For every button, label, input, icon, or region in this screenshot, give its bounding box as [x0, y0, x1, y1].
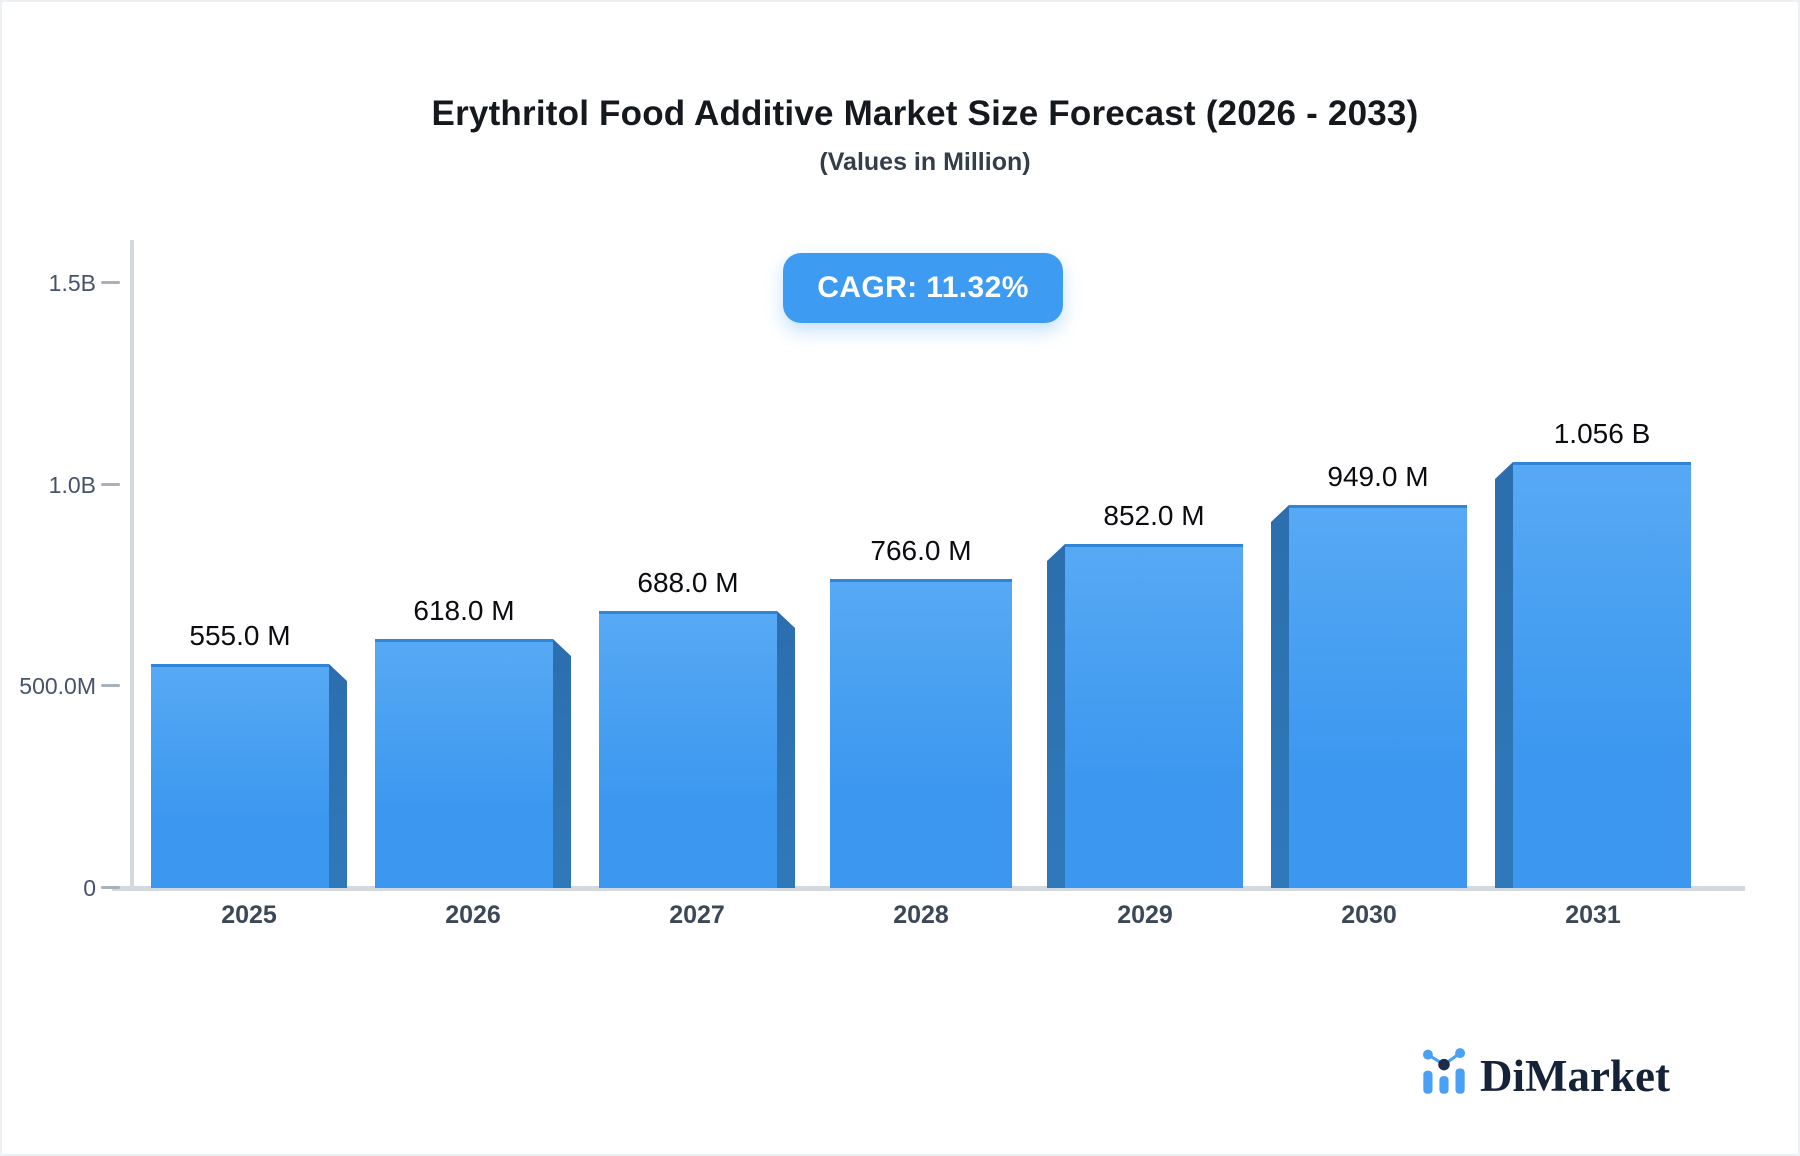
bar-side-face-2029 — [1047, 544, 1065, 888]
brand-logo-icon — [1422, 1048, 1466, 1094]
bar-value-label-2031: 1.056 B — [1553, 418, 1651, 449]
bar-2030 — [1271, 505, 1467, 888]
bar-value-label-2027: 688.0 M — [637, 567, 739, 598]
bar-face-2025 — [151, 664, 329, 888]
y-tick-mark — [101, 684, 120, 688]
x-axis-line — [112, 886, 1745, 891]
bar-2031 — [1495, 462, 1691, 888]
bar-value-label-2030: 949.0 M — [1327, 461, 1429, 492]
bar-side-face-2025 — [329, 664, 347, 888]
x-tick-label-2027: 2027 — [669, 901, 725, 929]
brand-logo: DiMarket — [1421, 1040, 1670, 1101]
bar-2026 — [375, 639, 571, 888]
y-tick-label-0: 0 — [83, 875, 96, 901]
page-title: Erythritol Food Additive Market Size For… — [431, 94, 1419, 133]
y-tick-mark — [101, 886, 120, 889]
cagr-badge: CAGR: 11.32% — [783, 253, 1063, 323]
bar-value-label-2026: 618.0 M — [413, 595, 515, 626]
bar-2027 — [599, 611, 795, 888]
y-tick-mark — [101, 281, 120, 284]
bar-value-label-2025: 555.0 M — [189, 620, 291, 651]
x-tick-label-2030: 2030 — [1341, 901, 1397, 929]
bar-2025 — [151, 664, 347, 888]
bar-side-face-2030 — [1271, 505, 1289, 888]
bar-value-label-2028: 766.0 M — [870, 535, 972, 566]
bar-side-face-2026 — [553, 639, 571, 888]
bar-face-2027 — [599, 611, 777, 888]
bar-2029 — [1047, 544, 1243, 888]
bar-face-2029 — [1065, 544, 1243, 888]
bar-face-2026 — [375, 639, 553, 888]
bar-side-face-2031 — [1495, 462, 1513, 888]
bar-face-2031 — [1513, 462, 1691, 888]
brand-logo-text: DiMarket — [1480, 1051, 1670, 1101]
x-tick-label-2025: 2025 — [221, 901, 277, 929]
cagr-badge-label: CAGR: 11.32% — [817, 271, 1029, 304]
bar-face-2030 — [1289, 505, 1467, 888]
bar-value-label-2029: 852.0 M — [1103, 500, 1205, 531]
y-axis-line — [130, 240, 134, 890]
bar-side-face-2027 — [777, 611, 795, 888]
y-tick-mark — [101, 482, 120, 486]
x-tick-label-2029: 2029 — [1117, 901, 1173, 929]
x-tick-label-2031: 2031 — [1565, 901, 1621, 929]
page-subtitle: (Values in Million) — [819, 148, 1031, 176]
x-tick-label-2028: 2028 — [893, 901, 949, 929]
y-tick-label-1.5B: 1.5B — [48, 270, 96, 296]
y-tick-label-1.0B: 1.0B — [48, 471, 96, 498]
x-tick-label-2026: 2026 — [445, 901, 501, 929]
bar-2028 — [830, 579, 1012, 888]
bar-face-2028 — [830, 579, 1012, 888]
y-tick-label-500.0M: 500.0M — [19, 673, 96, 700]
